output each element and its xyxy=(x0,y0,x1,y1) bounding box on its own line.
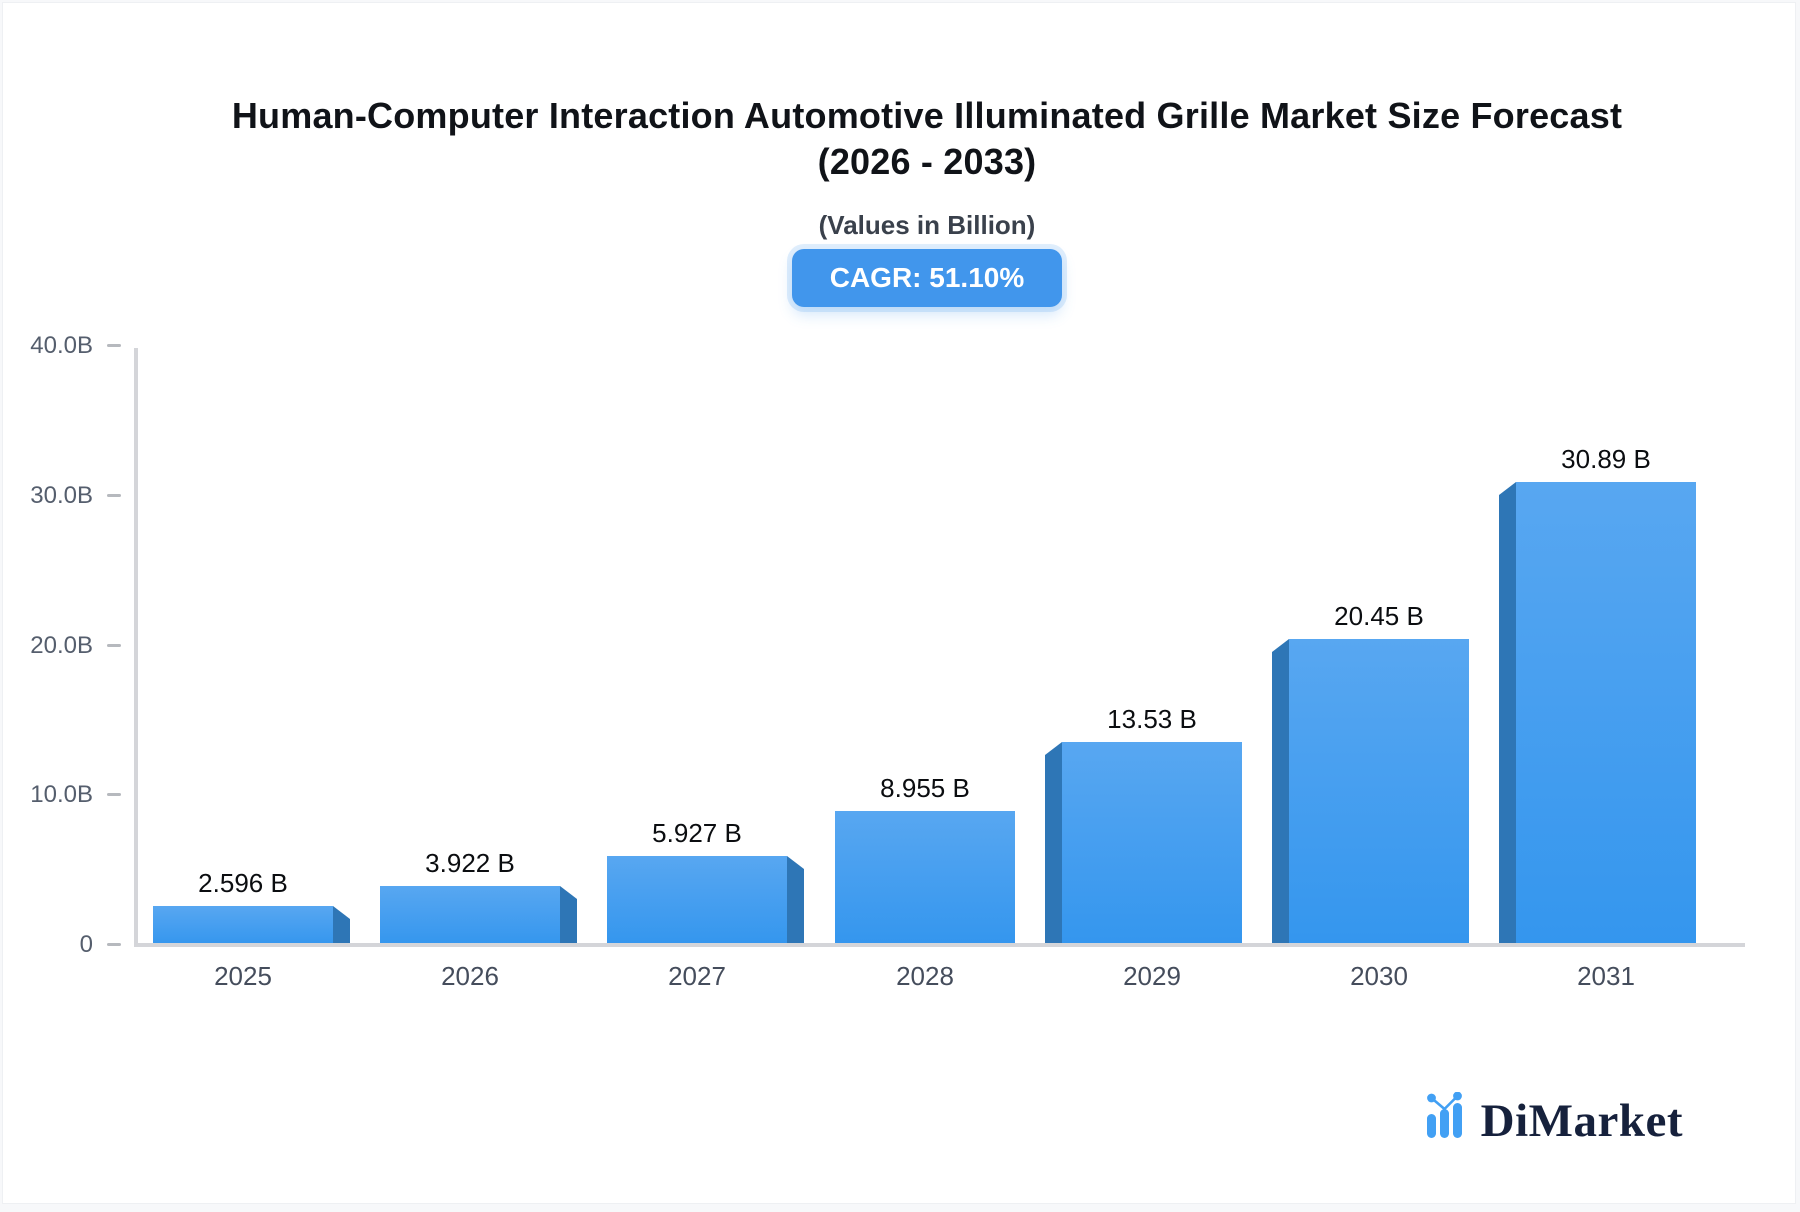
plot-area: 40.0B 30.0B 20.0B 10.0B 0 2.596 B 3.922 B 5.92… xyxy=(3,3,1795,1203)
bar-2025[interactable]: 2.596 B xyxy=(153,868,350,945)
bar-2027[interactable]: 5.927 B xyxy=(607,818,804,945)
bar-3d-side xyxy=(333,906,350,945)
y-axis-tick-mark xyxy=(107,643,121,647)
brand-footer: DiMarket xyxy=(1426,1092,1683,1145)
bar-value-label: 2.596 B xyxy=(198,868,288,898)
chart-title-line1: Human-Computer Interaction Automotive Il… xyxy=(231,95,1623,136)
bar-face xyxy=(1289,639,1469,945)
y-axis-tick-mark xyxy=(107,943,121,946)
bar-value-label: 8.955 B xyxy=(880,773,970,803)
y-axis-tick-label: 40.0B xyxy=(30,332,93,359)
bar-3d-side xyxy=(1045,742,1062,945)
y-axis-tick-mark xyxy=(107,793,121,797)
bar-face xyxy=(607,856,787,945)
y-axis-tick-mark xyxy=(107,493,121,497)
bar-value-label: 5.927 B xyxy=(652,818,742,848)
bar-face xyxy=(1062,742,1242,945)
x-axis-label: 2030 xyxy=(1350,961,1408,991)
x-axis-label: 2029 xyxy=(1123,961,1181,991)
bar-face xyxy=(835,811,1015,945)
chart-subtitle: (Values in Billion) xyxy=(818,210,1036,240)
chart-title-line2: (2026 - 2033) xyxy=(817,141,1037,182)
bar-2030[interactable]: 20.45 B xyxy=(1272,601,1469,945)
bar-face xyxy=(1516,482,1696,945)
cagr-badge: CAGR: 51.10% xyxy=(791,249,1063,307)
x-axis-baseline xyxy=(134,943,1745,947)
x-axis-label: 2025 xyxy=(214,961,272,991)
bar-2026[interactable]: 3.922 B xyxy=(380,848,577,945)
x-axis-label: 2026 xyxy=(441,961,499,991)
bar-value-label: 30.89 B xyxy=(1561,444,1651,474)
bar-2031[interactable]: 30.89 B xyxy=(1499,444,1696,945)
brand-name: DiMarket xyxy=(1480,1095,1683,1147)
bar-face xyxy=(380,886,560,945)
bar-2028[interactable]: 8.955 B xyxy=(835,773,1015,945)
chart-header: Human-Computer Interaction Automotive Il… xyxy=(31,93,1800,307)
bar-3d-side xyxy=(1499,482,1516,945)
bar-chart-logo-icon xyxy=(1426,1092,1462,1138)
x-axis-label: 2031 xyxy=(1577,961,1635,991)
y-axis-tick-label: 0 xyxy=(79,931,93,958)
bar-value-label: 13.53 B xyxy=(1107,704,1197,734)
y-axis-tick-label: 30.0B xyxy=(30,481,93,509)
bar-3d-side xyxy=(560,886,577,945)
x-axis-label: 2027 xyxy=(668,961,726,991)
y-axis-line xyxy=(134,348,138,946)
x-axis-label: 2028 xyxy=(896,961,954,991)
bar-value-label: 3.922 B xyxy=(425,848,515,878)
y-axis-tick-label: 20.0B xyxy=(30,631,93,659)
y-axis-tick-label: 10.0B xyxy=(30,781,93,809)
bar-face xyxy=(153,906,333,945)
bar-3d-side xyxy=(787,856,804,945)
y-axis-tick-mark xyxy=(107,344,121,347)
bar-value-label: 20.45 B xyxy=(1334,601,1424,631)
bar-2029[interactable]: 13.53 B xyxy=(1045,704,1242,945)
bar-3d-side xyxy=(1272,639,1289,945)
